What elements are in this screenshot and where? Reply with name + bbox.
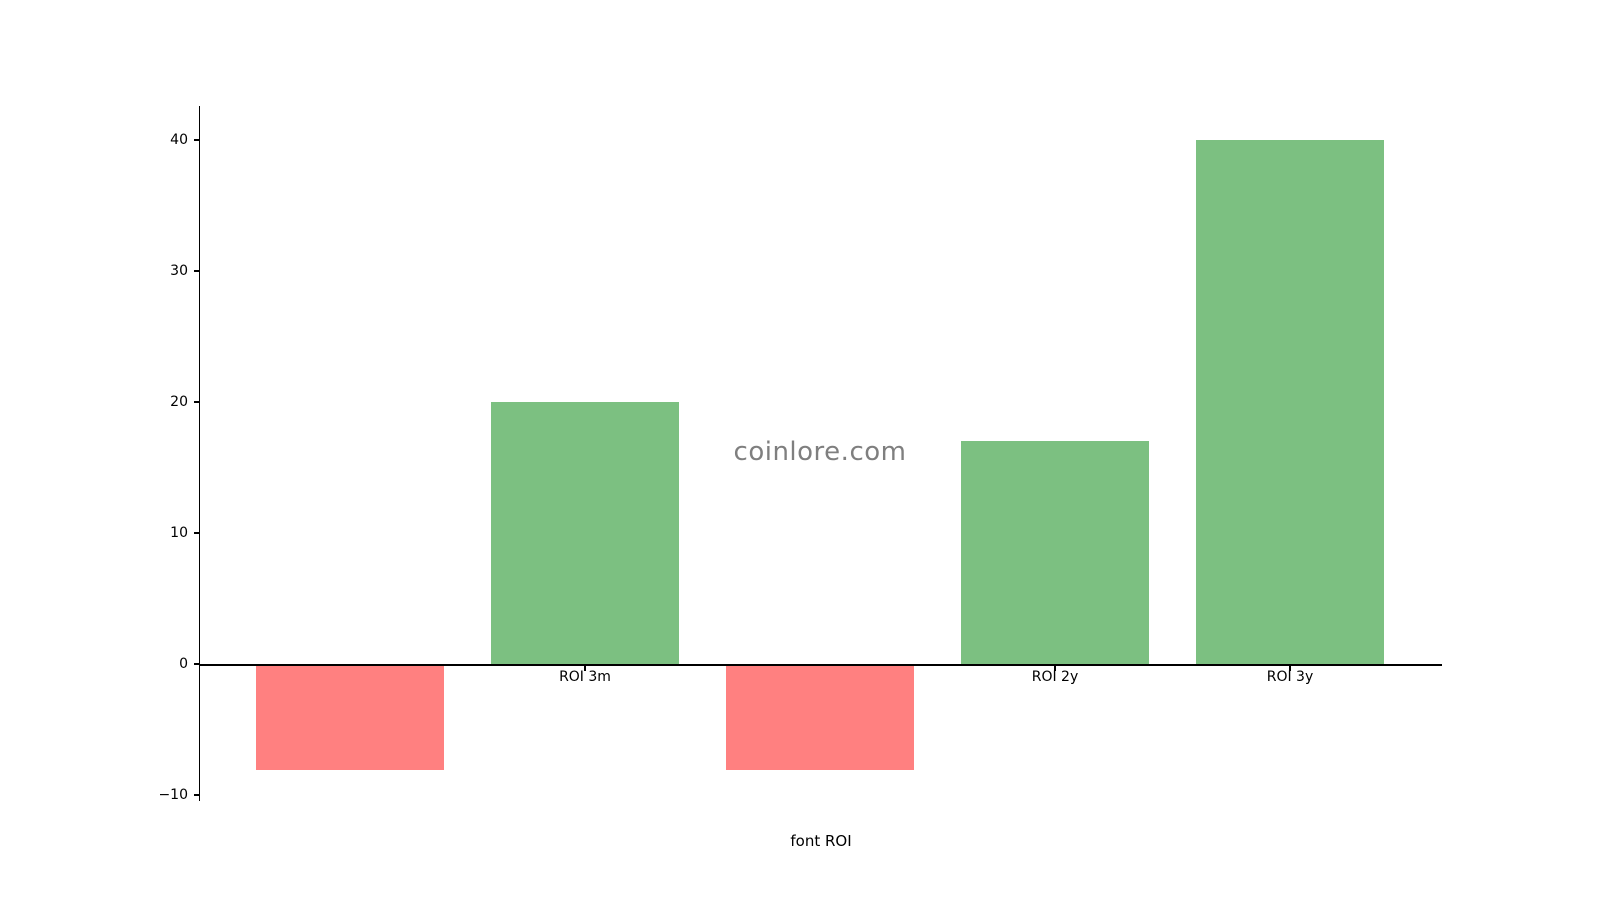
x-tick-mark — [1054, 665, 1056, 671]
watermark-text: coinlore.com — [733, 437, 907, 467]
x-axis-line — [198, 664, 1442, 666]
y-tick-label: −10 — [158, 787, 188, 803]
y-tick-label: 10 — [170, 525, 188, 541]
y-tick-label: 0 — [179, 656, 188, 672]
x-tick-label: ROI 2y — [1031, 669, 1079, 685]
x-tick-mark — [584, 665, 586, 671]
y-tick-mark — [193, 139, 199, 141]
x-axis-title: font ROI — [790, 832, 852, 850]
bar-roi-3m — [491, 402, 679, 664]
x-tick-mark — [1289, 665, 1291, 671]
y-tick-label: 20 — [170, 394, 188, 410]
y-tick-label: 30 — [170, 263, 188, 279]
x-tick-label: ROI 3m — [559, 669, 611, 685]
y-tick-mark — [193, 270, 199, 272]
y-tick-label: 40 — [170, 132, 188, 148]
y-axis-line — [198, 106, 200, 801]
y-tick-mark — [193, 532, 199, 534]
bar — [256, 665, 444, 770]
y-tick-mark — [193, 401, 199, 403]
bar-roi-2y — [961, 441, 1149, 664]
y-tick-mark — [193, 663, 199, 665]
x-tick-label: ROI 3y — [1266, 669, 1314, 685]
bar-roi-3y — [1196, 140, 1384, 664]
bar — [726, 665, 914, 770]
y-tick-mark — [193, 794, 199, 796]
